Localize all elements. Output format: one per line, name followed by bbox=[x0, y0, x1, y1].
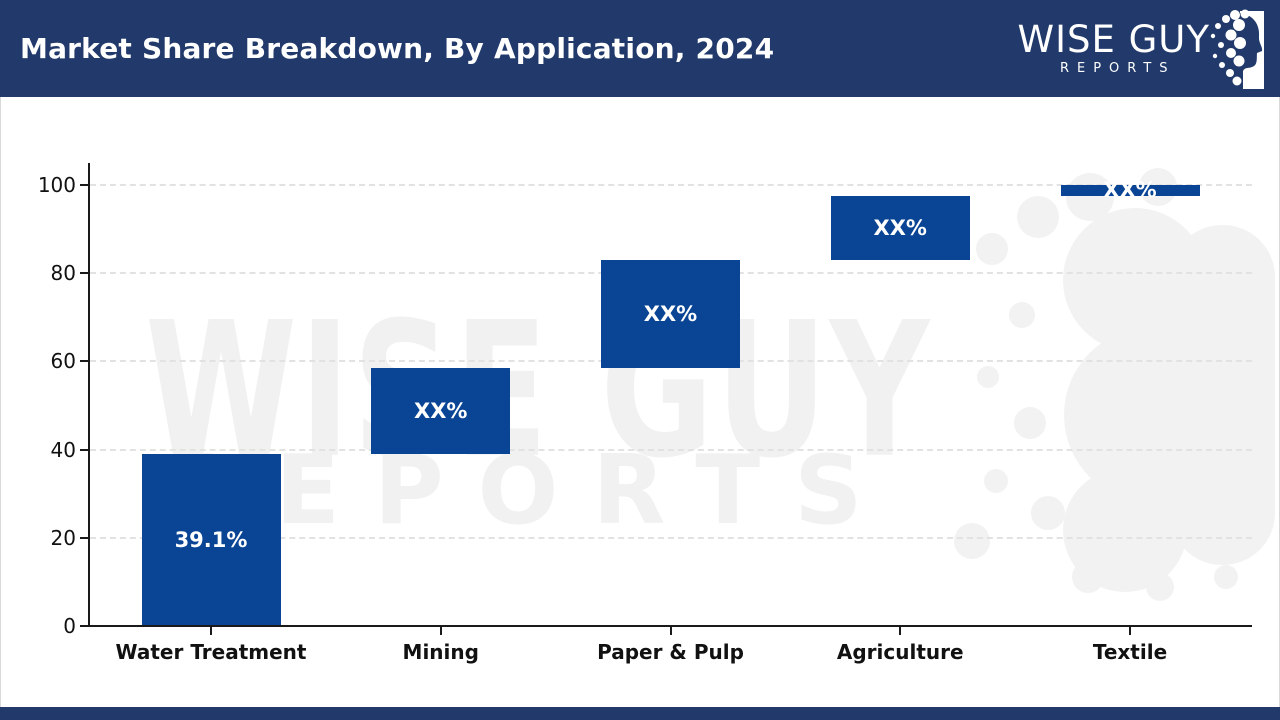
x-category-label-agriculture: Agriculture bbox=[836, 640, 964, 664]
logo-text-line2: REPORTS bbox=[1059, 61, 1176, 77]
gridline-y-100 bbox=[90, 184, 1252, 186]
y-tick-0 bbox=[80, 625, 88, 627]
bar-water-treatment: 39.1% bbox=[141, 453, 281, 626]
bar-value-label-agriculture: XX% bbox=[873, 215, 927, 240]
y-tick-label-40: 40 bbox=[50, 437, 76, 462]
bar-value-label-paper-pulp: XX% bbox=[643, 301, 698, 326]
gridline-y-40 bbox=[90, 448, 1252, 451]
x-category-label-textile: Textile bbox=[1092, 640, 1168, 664]
logo-head-icon bbox=[1210, 9, 1264, 89]
x-category-label-paper-pulp: Paper & Pulp bbox=[597, 640, 744, 664]
header-bar: Market Share Breakdown, By Application, … bbox=[0, 0, 1280, 97]
bar-mining: XX% bbox=[371, 367, 511, 454]
bar-value-label-textile: XX% bbox=[1103, 178, 1157, 203]
y-tick-label-20: 20 bbox=[50, 525, 76, 550]
x-category-label-water-treatment: Water Treatment bbox=[115, 640, 307, 664]
bar-value-label-mining: XX% bbox=[414, 398, 468, 423]
bar-agriculture: XX% bbox=[830, 195, 970, 260]
y-tick-label-60: 60 bbox=[50, 349, 76, 374]
x-tick-paper-pulp bbox=[669, 627, 672, 635]
y-tick-label-100: 100 bbox=[37, 173, 76, 197]
bar-paper-pulp: XX% bbox=[601, 259, 740, 368]
x-tick-water-treatment bbox=[210, 627, 212, 635]
bar-value-label-water-treatment: 39.1% bbox=[174, 527, 248, 552]
y-tick-100 bbox=[80, 184, 88, 186]
y-tick-40 bbox=[80, 448, 88, 451]
x-tick-mining bbox=[439, 627, 442, 635]
wise-guy-logo: WISE GUY REPORTS bbox=[1018, 9, 1266, 89]
y-tick-20 bbox=[80, 536, 88, 539]
logo-wordmark: WISE GUY REPORTS bbox=[1017, 17, 1210, 77]
watermark-head-graphic bbox=[954, 168, 1275, 601]
x-category-label-mining: Mining bbox=[402, 640, 479, 664]
x-axis-spine bbox=[88, 625, 1252, 627]
y-tick-label-0: 0 bbox=[63, 614, 76, 638]
footer-bar bbox=[0, 707, 1280, 720]
watermark-text-line2: REPORTS bbox=[168, 436, 897, 546]
x-tick-agriculture bbox=[899, 627, 902, 635]
y-tick-label-80: 80 bbox=[50, 261, 76, 286]
bar-textile: XX% bbox=[1060, 178, 1200, 202]
gridline-y-20 bbox=[90, 536, 1252, 539]
y-tick-60 bbox=[80, 360, 88, 363]
logo-text-line1: WISE GUY bbox=[1017, 17, 1210, 61]
chart-title: Market Share Breakdown, By Application, … bbox=[20, 32, 775, 65]
x-tick-textile bbox=[1129, 627, 1131, 635]
y-axis-spine bbox=[88, 163, 90, 627]
y-tick-80 bbox=[80, 272, 88, 275]
